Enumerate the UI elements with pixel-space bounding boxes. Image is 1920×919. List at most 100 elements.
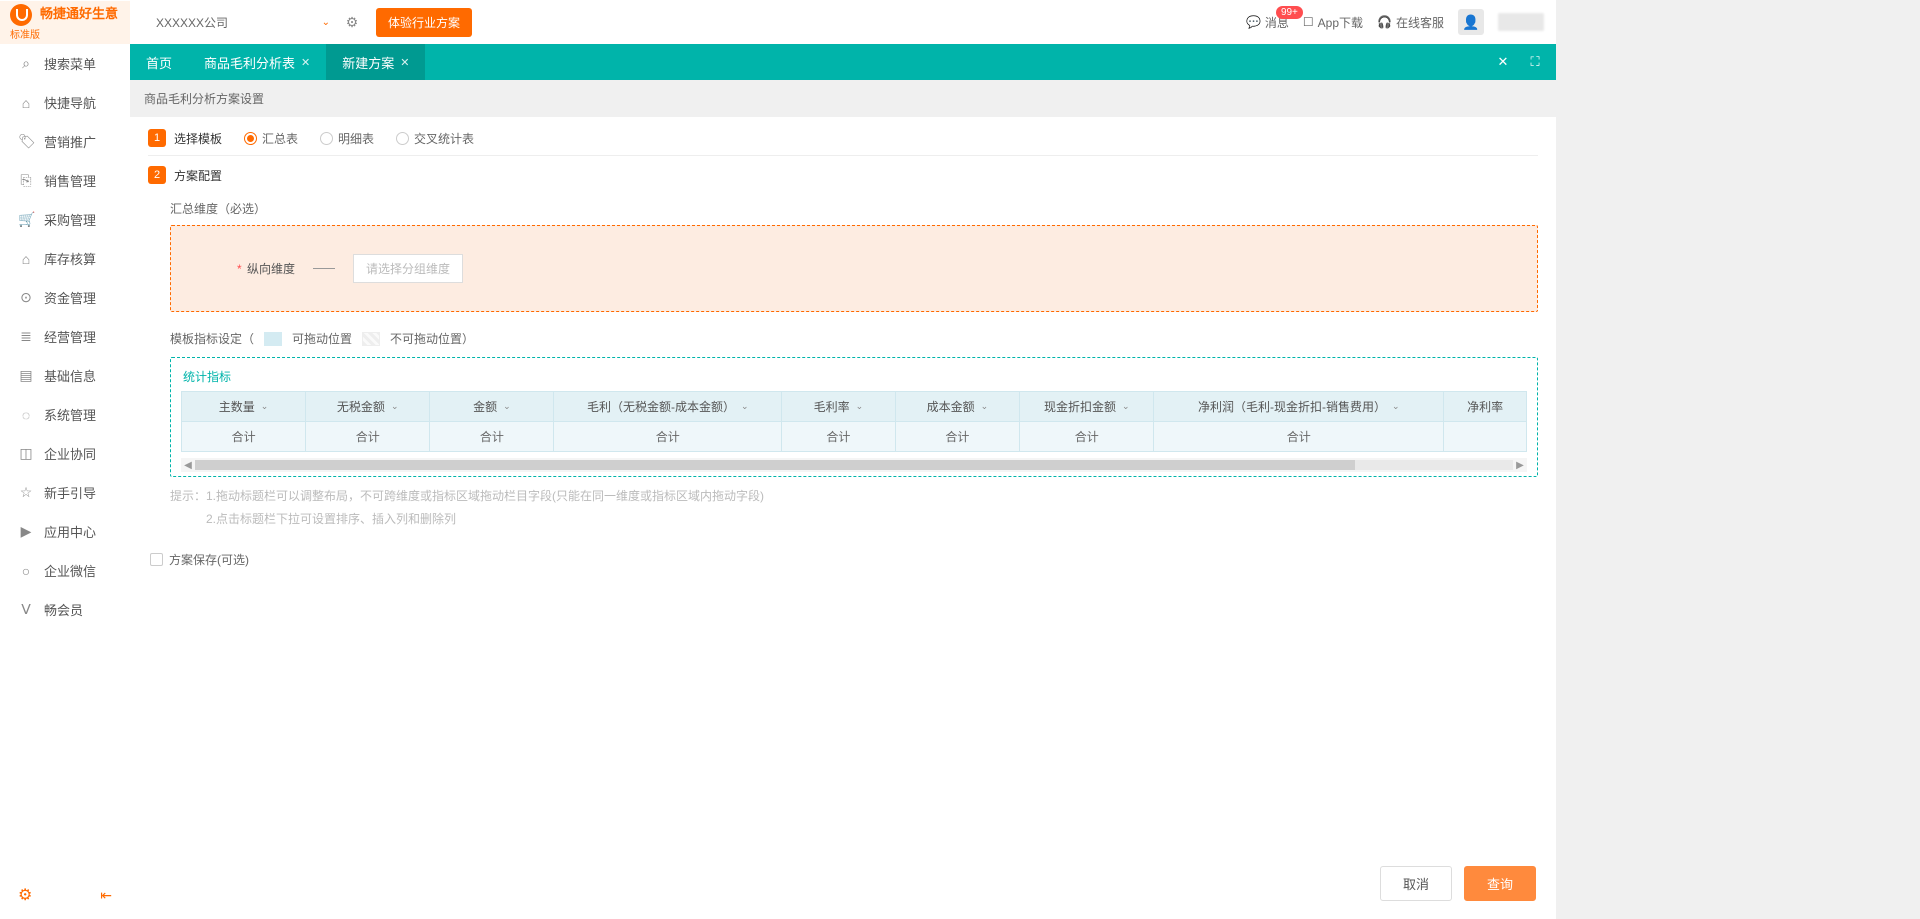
- metric-column-header[interactable]: 成本金额⌄: [895, 392, 1019, 422]
- tab-new-plan-close-icon[interactable]: ✕: [400, 56, 409, 69]
- metric-legend: 模板指标设定（ 可拖动位置 不可拖动位置）: [170, 330, 1538, 347]
- radio-label: 汇总表: [262, 130, 298, 147]
- company-name: XXXXXX公司: [156, 14, 322, 31]
- metric-total-cell: 合计: [1019, 422, 1154, 452]
- metric-column-header[interactable]: 金额 ⌄: [430, 392, 554, 422]
- metric-column-label: 毛利率: [814, 398, 850, 415]
- metric-column-header[interactable]: 现金折扣金额⌄: [1019, 392, 1154, 422]
- metric-column-header[interactable]: 主数量 ⌄: [182, 392, 306, 422]
- sidebar-item-label: 基础信息: [44, 366, 96, 385]
- sidebar-item-label: 企业微信: [44, 561, 96, 580]
- legend-label: 模板指标设定（: [170, 330, 254, 347]
- trial-industry-button[interactable]: 体验行业方案: [376, 8, 472, 37]
- message-icon: 💬: [1246, 15, 1261, 29]
- sidebar-item-9[interactable]: ◌系统管理: [0, 395, 130, 434]
- metric-column-label: 净利润（毛利-现金折扣-销售费用）: [1198, 398, 1386, 415]
- sidebar-item-0[interactable]: ⌕搜索菜单: [0, 44, 130, 83]
- tab-analysis[interactable]: 商品毛利分析表 ✕: [188, 44, 326, 80]
- customer-service-link[interactable]: 🎧 在线客服: [1377, 14, 1444, 31]
- hint-line-2: 2.点击标题栏下拉可设置排序、插入列和删除列: [170, 508, 1538, 531]
- chevron-down-icon[interactable]: ⌄: [741, 401, 749, 412]
- sidebar-item-4[interactable]: 🛒采购管理: [0, 200, 130, 239]
- sidebar: ⌕搜索菜单⌂快捷导航🏷营销推广⎘销售管理🛒采购管理⌂库存核算⊙资金管理≣经营管理…: [0, 44, 130, 919]
- chevron-down-icon[interactable]: ⌄: [1122, 401, 1130, 412]
- chevron-down-icon[interactable]: ⌄: [391, 401, 399, 412]
- sidebar-item-12[interactable]: ▶ 应用中心: [0, 512, 130, 551]
- metric-column-label: 毛利（无税金额-成本金额）: [587, 398, 735, 415]
- metric-column-header[interactable]: 净利率: [1444, 392, 1527, 422]
- tab-analysis-close-icon[interactable]: ✕: [301, 56, 310, 69]
- vertical-dimension-label: * 纵向维度: [237, 260, 295, 277]
- sidebar-item-label: 应用中心: [44, 522, 96, 541]
- cancel-button[interactable]: 取消: [1380, 866, 1452, 901]
- radio-label: 明细表: [338, 130, 374, 147]
- metric-column-label: 无税金额: [337, 398, 385, 415]
- sidebar-settings-icon[interactable]: ⚙: [18, 885, 32, 905]
- sidebar-item-icon: ⌕: [18, 55, 34, 72]
- app-download-label: App下载: [1318, 14, 1363, 31]
- metric-column-header[interactable]: 毛利率 ⌄: [782, 392, 896, 422]
- metric-column-header[interactable]: 净利润（毛利-现金折扣-销售费用） ⌄: [1154, 392, 1444, 422]
- hints-block: 提示：1.拖动标题栏可以调整布局，不可跨维度或指标区域拖动栏目字段(只能在同一维…: [170, 485, 1538, 531]
- sidebar-item-7[interactable]: ≣经营管理: [0, 317, 130, 356]
- sidebar-item-1[interactable]: ⌂快捷导航: [0, 83, 130, 122]
- user-avatar[interactable]: 👤: [1458, 9, 1484, 35]
- chevron-down-icon[interactable]: ⌄: [981, 401, 989, 412]
- metric-total-cell: 合计: [895, 422, 1019, 452]
- sidebar-item-6[interactable]: ⊙资金管理: [0, 278, 130, 317]
- tab-home[interactable]: 首页: [130, 44, 188, 80]
- dimension-config-box: * 纵向维度 请选择分组维度: [170, 225, 1538, 312]
- sidebar-item-8[interactable]: ▤基础信息: [0, 356, 130, 395]
- app-download-link[interactable]: ☐ App下载: [1303, 14, 1363, 31]
- metric-total-cell: [1444, 422, 1527, 452]
- chevron-down-icon[interactable]: ⌄: [503, 401, 511, 412]
- sidebar-item-icon: ⌂: [18, 95, 34, 111]
- metric-table-hscrollbar[interactable]: ◀ ▶: [181, 458, 1527, 472]
- tabs-bar: 首页 商品毛利分析表 ✕ 新建方案 ✕ ✕ ⛶: [130, 44, 1556, 80]
- tabs-close-all-icon[interactable]: ✕: [1492, 51, 1514, 73]
- template-radio-1[interactable]: 明细表: [320, 130, 374, 147]
- metric-table: 主数量⌄无税金额⌄金额⌄毛利（无税金额-成本金额）⌄毛利率⌄成本金额⌄现金折扣金…: [181, 391, 1527, 452]
- radio-dot-icon: [320, 132, 333, 145]
- legend-fixed-text: 不可拖动位置）: [390, 330, 474, 347]
- metric-column-header[interactable]: 毛利（无税金额-成本金额） ⌄: [554, 392, 782, 422]
- sidebar-item-label: 资金管理: [44, 288, 96, 307]
- template-radio-0[interactable]: 汇总表: [244, 130, 298, 147]
- company-selector[interactable]: XXXXXX公司 ⌄: [148, 8, 338, 36]
- metric-column-label: 主数量: [219, 398, 255, 415]
- tab-new-plan[interactable]: 新建方案 ✕: [326, 44, 425, 80]
- mobile-icon: ☐: [1303, 15, 1314, 29]
- settings-gear-icon[interactable]: ⚙: [338, 14, 366, 31]
- save-plan-label: 方案保存(可选): [169, 551, 249, 568]
- chevron-down-icon[interactable]: ⌄: [856, 401, 864, 412]
- sidebar-item-11[interactable]: ☆新手引导: [0, 473, 130, 512]
- save-plan-checkbox[interactable]: [150, 553, 163, 566]
- query-button[interactable]: 查询: [1464, 866, 1536, 901]
- user-name: [1498, 13, 1544, 31]
- sidebar-item-icon: ▶: [18, 523, 34, 540]
- sidebar-item-5[interactable]: ⌂库存核算: [0, 239, 130, 278]
- tabs-fullscreen-icon[interactable]: ⛶: [1524, 51, 1546, 73]
- metric-total-cell: 合计: [782, 422, 896, 452]
- messages-link[interactable]: 💬 消息 99+: [1246, 14, 1289, 31]
- scroll-right-icon[interactable]: ▶: [1513, 460, 1527, 471]
- metric-column-header[interactable]: 无税金额 ⌄: [306, 392, 430, 422]
- sidebar-item-10[interactable]: ◫企业协同: [0, 434, 130, 473]
- sidebar-item-14[interactable]: Ⅴ畅会员: [0, 590, 130, 629]
- sidebar-item-icon: ◌: [18, 407, 34, 423]
- sidebar-item-3[interactable]: ⎘销售管理: [0, 161, 130, 200]
- chevron-down-icon[interactable]: ⌄: [261, 401, 269, 412]
- metric-table-zone: 统计指标 主数量⌄无税金额⌄金额⌄毛利（无税金额-成本金额）⌄毛利率⌄成本金额⌄…: [170, 357, 1538, 477]
- metric-column-label: 金额: [473, 398, 497, 415]
- brand-logo-icon: [10, 4, 32, 26]
- chevron-down-icon[interactable]: ⌄: [1392, 401, 1400, 412]
- scroll-left-icon[interactable]: ◀: [181, 460, 195, 471]
- group-dimension-select[interactable]: 请选择分组维度: [353, 254, 463, 283]
- sidebar-collapse-icon[interactable]: ⇤: [100, 887, 112, 904]
- sidebar-item-label: 畅会员: [44, 600, 83, 619]
- sidebar-item-13[interactable]: ○ 企业微信: [0, 551, 130, 590]
- template-radio-2[interactable]: 交叉统计表: [396, 130, 474, 147]
- sidebar-item-icon: ○: [18, 563, 34, 579]
- breadcrumb: 商品毛利分析方案设置: [130, 80, 1556, 117]
- sidebar-item-2[interactable]: 🏷营销推广: [0, 122, 130, 161]
